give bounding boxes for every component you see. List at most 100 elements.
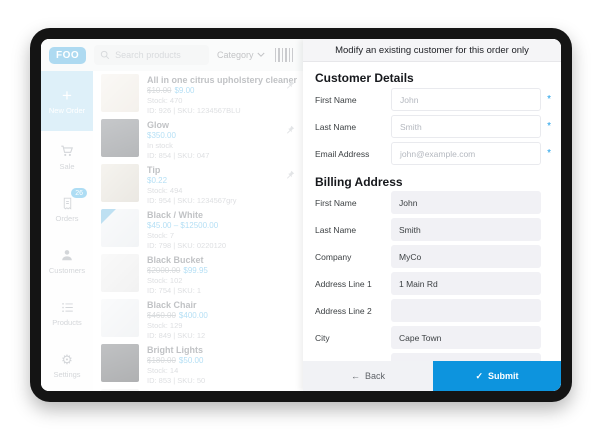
- field-label: First Name: [315, 94, 357, 105]
- back-arrow-icon: ←: [350, 371, 360, 381]
- field-label: Email Address: [315, 148, 370, 159]
- top-bar: FOO Search products Category: [41, 39, 303, 71]
- sidebar-item-sale[interactable]: Sale: [41, 131, 93, 183]
- product-price-old: $2000.00: [147, 266, 181, 275]
- form-row: Address Line 2: [315, 299, 551, 322]
- product-row[interactable]: Black Bucket $2000.00 $99.95 Stock: 102 ID: …: [93, 251, 303, 296]
- product-name: Black / White: [147, 210, 204, 220]
- product-price: $2000.00 $99.95: [147, 266, 297, 275]
- search-placeholder: Search products: [115, 50, 181, 60]
- product-stock: In stock: [147, 141, 173, 150]
- gear-icon: ⚙: [61, 351, 73, 367]
- required-asterisk: *: [547, 121, 551, 132]
- sidebar-item-label: Orders: [55, 213, 79, 223]
- product-row[interactable]: Black Chair $460.00 $400.00 Stock: 129 ID: 8…: [93, 296, 303, 341]
- city-field[interactable]: Cape Town: [391, 326, 541, 349]
- first-name-field[interactable]: John: [391, 191, 541, 214]
- sidebar-item-products[interactable]: Products: [41, 287, 93, 339]
- product-name: Tip: [147, 165, 161, 175]
- sidebar-item-new-order[interactable]: + New Order: [41, 71, 93, 131]
- product-price: $460.00 $400.00: [147, 311, 297, 320]
- required-asterisk: *: [547, 148, 551, 159]
- product-price-current: $45.00 – $12500.00: [147, 221, 219, 230]
- form-row: Last Name Smith *: [315, 115, 551, 138]
- product-id-sku: ID: 854 | SKU: 047: [147, 151, 210, 160]
- field-label: Last Name: [315, 224, 357, 235]
- submit-button[interactable]: ✓ Submit: [433, 361, 561, 391]
- address-line-2-field[interactable]: [391, 299, 541, 322]
- panel-footer: ← Back ✓ Submit: [303, 361, 561, 391]
- submit-label: Submit: [488, 371, 519, 381]
- sidebar-item-settings[interactable]: ⚙ Settings: [41, 339, 93, 391]
- sidebar-item-orders[interactable]: Orders 26: [41, 183, 93, 235]
- search-icon: [101, 50, 110, 60]
- product-row[interactable]: Glow $350.00 In stock ID: 854 | SKU: 047: [93, 116, 303, 161]
- product-price-old: $460.00: [147, 311, 176, 320]
- product-id-sku: ID: 798 | SKU: 0220120: [147, 241, 227, 250]
- product-row[interactable]: Tip $0.22 Stock: 494 ID: 954 | SKU: 1234567…: [93, 161, 303, 206]
- form-row: City Cape Town: [315, 326, 551, 349]
- sidebar-item-label: Products: [52, 317, 82, 327]
- product-price-old: $180.00: [147, 356, 176, 365]
- product-thumbnail: [101, 119, 139, 157]
- pin-icon[interactable]: [285, 167, 295, 185]
- product-stock: Stock: 470: [147, 96, 183, 105]
- form-row: First Name John: [315, 191, 551, 214]
- pin-icon[interactable]: [285, 77, 295, 95]
- last-name-field[interactable]: Smith: [391, 115, 541, 138]
- barcode-scan-button[interactable]: [273, 48, 296, 62]
- product-price-current: $400.00: [178, 311, 208, 320]
- cart-icon: [60, 144, 74, 159]
- address-line-1-field[interactable]: 1 Main Rd: [391, 272, 541, 295]
- product-stock: Stock: 494: [147, 186, 183, 195]
- sidebar-item-customers[interactable]: Customers: [41, 235, 93, 287]
- company-field[interactable]: MyCo: [391, 245, 541, 268]
- section-heading: Billing Address: [315, 175, 403, 189]
- email-address-field[interactable]: john@example.com: [391, 142, 541, 165]
- product-thumbnail: [101, 164, 139, 202]
- product-info: All in one citrus upholstery cleaner $10.…: [147, 74, 297, 115]
- product-row[interactable]: Black Bucket: [93, 386, 303, 391]
- form-row: Address Line 1 1 Main Rd: [315, 272, 551, 295]
- form-row: Email Address john@example.com *: [315, 142, 551, 165]
- chevron-down-icon: [256, 52, 265, 57]
- back-label: Back: [364, 371, 385, 381]
- sidebar-item-label: Customers: [48, 265, 86, 275]
- product-thumbnail: [101, 209, 139, 247]
- product-row[interactable]: All in one citrus upholstery cleaner $10.…: [93, 71, 303, 116]
- product-name: Black Bucket: [147, 255, 204, 265]
- sale-corner-badge: [101, 209, 116, 224]
- product-name: Black Chair: [147, 300, 197, 310]
- product-name: Glow: [147, 120, 169, 130]
- product-stock: Stock: 14: [147, 366, 179, 375]
- last-name-field[interactable]: Smith: [391, 218, 541, 241]
- product-row[interactable]: Bright Lights $180.00 $50.00 Stock: 14 ID: 8…: [93, 341, 303, 386]
- product-thumbnail: [101, 389, 139, 391]
- product-name: Black Bucket: [147, 390, 297, 391]
- required-asterisk: *: [547, 94, 551, 105]
- product-thumbnail: [101, 344, 139, 382]
- category-dropdown[interactable]: Category: [217, 50, 265, 60]
- first-name-field[interactable]: John: [391, 88, 541, 111]
- product-price-current: $99.95: [183, 266, 208, 275]
- product-info: Bright Lights $180.00 $50.00 Stock: 14 ID: 8…: [147, 344, 297, 385]
- customer-form: Customer Details First Name John * Last Name…: [303, 62, 561, 361]
- orders-count-badge: 26: [71, 188, 87, 198]
- search-input[interactable]: Search products: [94, 45, 209, 65]
- pin-icon[interactable]: [285, 122, 295, 140]
- person-icon: [60, 248, 74, 263]
- plus-icon: +: [62, 85, 72, 105]
- postal-code-field[interactable]: 8001: [391, 353, 541, 361]
- field-label: Address Line 2: [315, 305, 372, 316]
- sidebar-item-label: New Order: [48, 105, 86, 115]
- product-price-current: $50.00: [178, 356, 204, 365]
- product-list: All in one citrus upholstery cleaner $10.…: [93, 71, 303, 391]
- product-id-sku: ID: 954 | SKU: 1234567gry: [147, 196, 237, 205]
- product-price-current: $9.00: [174, 86, 195, 95]
- back-button[interactable]: ← Back: [303, 361, 433, 391]
- app-logo: FOO: [49, 46, 87, 64]
- product-stock: Stock: 129: [147, 321, 183, 330]
- field-label: Address Line 1: [315, 278, 372, 289]
